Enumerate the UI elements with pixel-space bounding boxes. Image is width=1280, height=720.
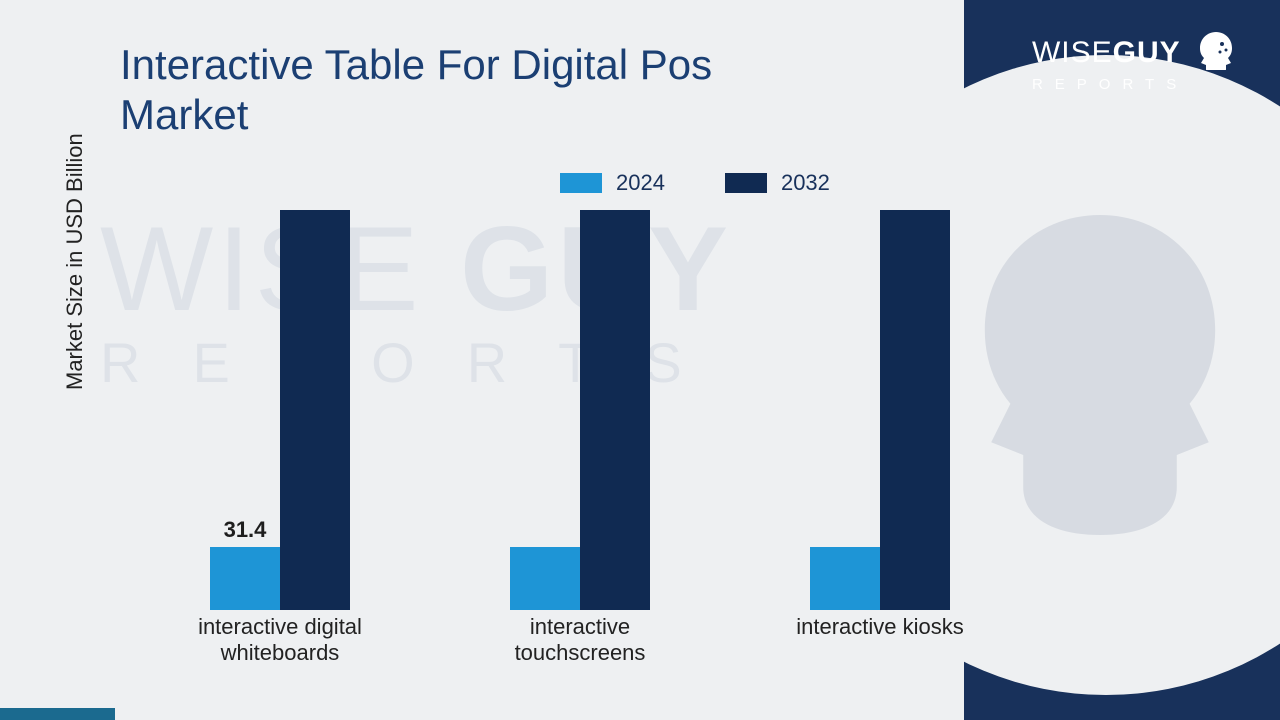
category-label: interactive kiosks [780, 614, 980, 640]
logo-text-bold: GUY [1113, 36, 1181, 69]
legend-item-2024: 2024 [560, 170, 665, 196]
legend-swatch-2024 [560, 173, 602, 193]
bar [280, 210, 350, 610]
category-label: interactive digital whiteboards [180, 614, 380, 667]
legend: 2024 2032 [560, 170, 830, 196]
legend-item-2032: 2032 [725, 170, 830, 196]
logo-head-icon [1196, 30, 1236, 78]
bar [210, 547, 280, 610]
bar [580, 210, 650, 610]
brand-logo: WISEGUY REPORTS [1032, 30, 1236, 93]
logo-subtext: REPORTS [1032, 76, 1236, 93]
bar-value-label: 31.4 [210, 517, 280, 543]
bar-group: interactive kiosks [790, 210, 970, 610]
logo-text-plain: WISE [1032, 36, 1113, 69]
bar-group: 31.4interactive digital whiteboards [190, 210, 370, 610]
bar-group: interactive touchscreens [490, 210, 670, 610]
stage: WISEGUY REPORTS Interactive Table For Di… [0, 0, 1280, 720]
category-label: interactive touchscreens [480, 614, 680, 667]
legend-label-2032: 2032 [781, 170, 830, 196]
bar [880, 210, 950, 610]
bar [810, 547, 880, 610]
bar [510, 547, 580, 610]
bottom-accent-bar [0, 708, 115, 720]
y-axis-label: Market Size in USD Billion [62, 133, 88, 390]
chart-title: Interactive Table For Digital Pos Market [120, 40, 840, 141]
legend-swatch-2032 [725, 173, 767, 193]
head-silhouette-icon [940, 195, 1260, 555]
legend-label-2024: 2024 [616, 170, 665, 196]
plot-area: 31.4interactive digital whiteboards inter… [100, 210, 960, 610]
